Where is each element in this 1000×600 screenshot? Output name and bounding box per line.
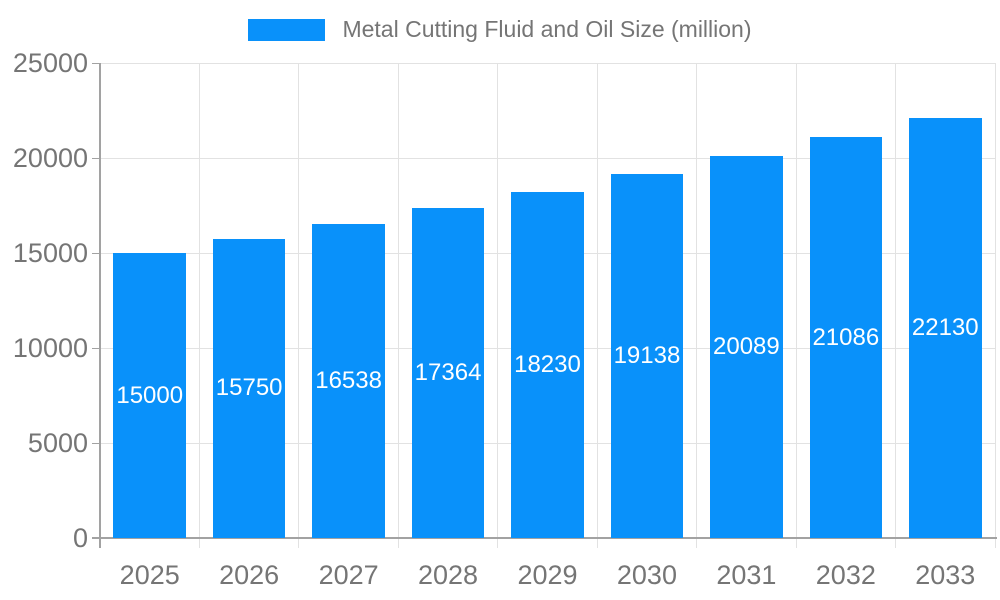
bar-value-label: 22130 bbox=[911, 313, 979, 341]
y-tick-label: 20000 bbox=[12, 143, 88, 173]
bar-value-label: 20089 bbox=[713, 333, 780, 361]
bar-value-label: 21086 bbox=[812, 323, 880, 351]
x-axis-tick bbox=[994, 538, 996, 548]
y-tick-label: 15000 bbox=[12, 238, 88, 268]
legend: Metal Cutting Fluid and Oil Size (millio… bbox=[0, 16, 1000, 43]
y-axis-tick bbox=[92, 347, 100, 349]
x-axis-tick bbox=[497, 538, 499, 548]
x-tick-label: 2032 bbox=[815, 560, 876, 590]
x-gridline bbox=[895, 63, 897, 538]
bar-value-label: 15000 bbox=[116, 381, 184, 409]
x-axis-tick bbox=[596, 538, 598, 548]
bar-value-label: 16538 bbox=[315, 366, 382, 394]
x-tick-label: 2025 bbox=[119, 560, 180, 590]
bar-value-label: 15750 bbox=[215, 374, 283, 402]
y-gridline bbox=[100, 157, 995, 159]
x-tick-label: 2033 bbox=[915, 560, 976, 590]
y-tick-label: 0 bbox=[72, 523, 88, 553]
legend-swatch bbox=[248, 18, 326, 41]
y-gridline bbox=[100, 62, 995, 64]
x-axis-tick bbox=[298, 538, 300, 548]
x-tick-label: 2028 bbox=[418, 560, 479, 590]
x-gridline bbox=[397, 63, 399, 538]
bar[interactable]: 15000 bbox=[113, 253, 187, 538]
y-axis-tick bbox=[92, 252, 100, 254]
x-axis-tick bbox=[198, 538, 200, 548]
x-axis-tick bbox=[696, 538, 698, 548]
y-tick-label: 10000 bbox=[12, 333, 88, 363]
bar[interactable]: 15750 bbox=[212, 238, 286, 538]
x-gridline bbox=[596, 63, 598, 538]
legend-item[interactable]: Metal Cutting Fluid and Oil Size (millio… bbox=[248, 16, 752, 43]
x-tick-label: 2027 bbox=[318, 560, 379, 590]
x-axis-tick bbox=[895, 538, 897, 548]
x-tick-label: 2026 bbox=[219, 560, 280, 590]
x-tick-label: 2031 bbox=[716, 560, 777, 590]
x-axis-line bbox=[92, 537, 997, 539]
bar[interactable]: 18230 bbox=[511, 191, 584, 538]
bar[interactable]: 20089 bbox=[710, 156, 783, 538]
x-tick-label: 2029 bbox=[517, 560, 578, 590]
x-gridline bbox=[795, 63, 797, 538]
y-axis-tick bbox=[92, 442, 100, 444]
bar[interactable]: 17364 bbox=[411, 208, 485, 538]
x-axis-tick bbox=[795, 538, 797, 548]
x-gridline bbox=[696, 63, 698, 538]
x-gridline bbox=[198, 63, 200, 538]
y-axis-line bbox=[99, 63, 101, 548]
bar[interactable]: 21086 bbox=[809, 137, 883, 538]
legend-label: Metal Cutting Fluid and Oil Size (millio… bbox=[342, 16, 752, 42]
bar[interactable]: 22130 bbox=[908, 117, 982, 538]
x-gridline bbox=[497, 63, 499, 538]
y-axis-tick bbox=[92, 157, 100, 159]
x-tick-label: 2030 bbox=[616, 560, 677, 590]
bar-value-label: 19138 bbox=[613, 342, 681, 370]
y-axis-tick bbox=[92, 62, 100, 64]
x-gridline bbox=[298, 63, 300, 538]
bar[interactable]: 16538 bbox=[312, 223, 385, 538]
bar-value-label: 18230 bbox=[514, 350, 581, 378]
y-tick-label: 5000 bbox=[27, 428, 88, 458]
y-tick-label: 25000 bbox=[12, 48, 88, 78]
bar[interactable]: 19138 bbox=[610, 174, 684, 538]
bar-value-label: 17364 bbox=[414, 359, 482, 387]
x-axis-tick bbox=[397, 538, 399, 548]
x-gridline bbox=[994, 63, 996, 538]
